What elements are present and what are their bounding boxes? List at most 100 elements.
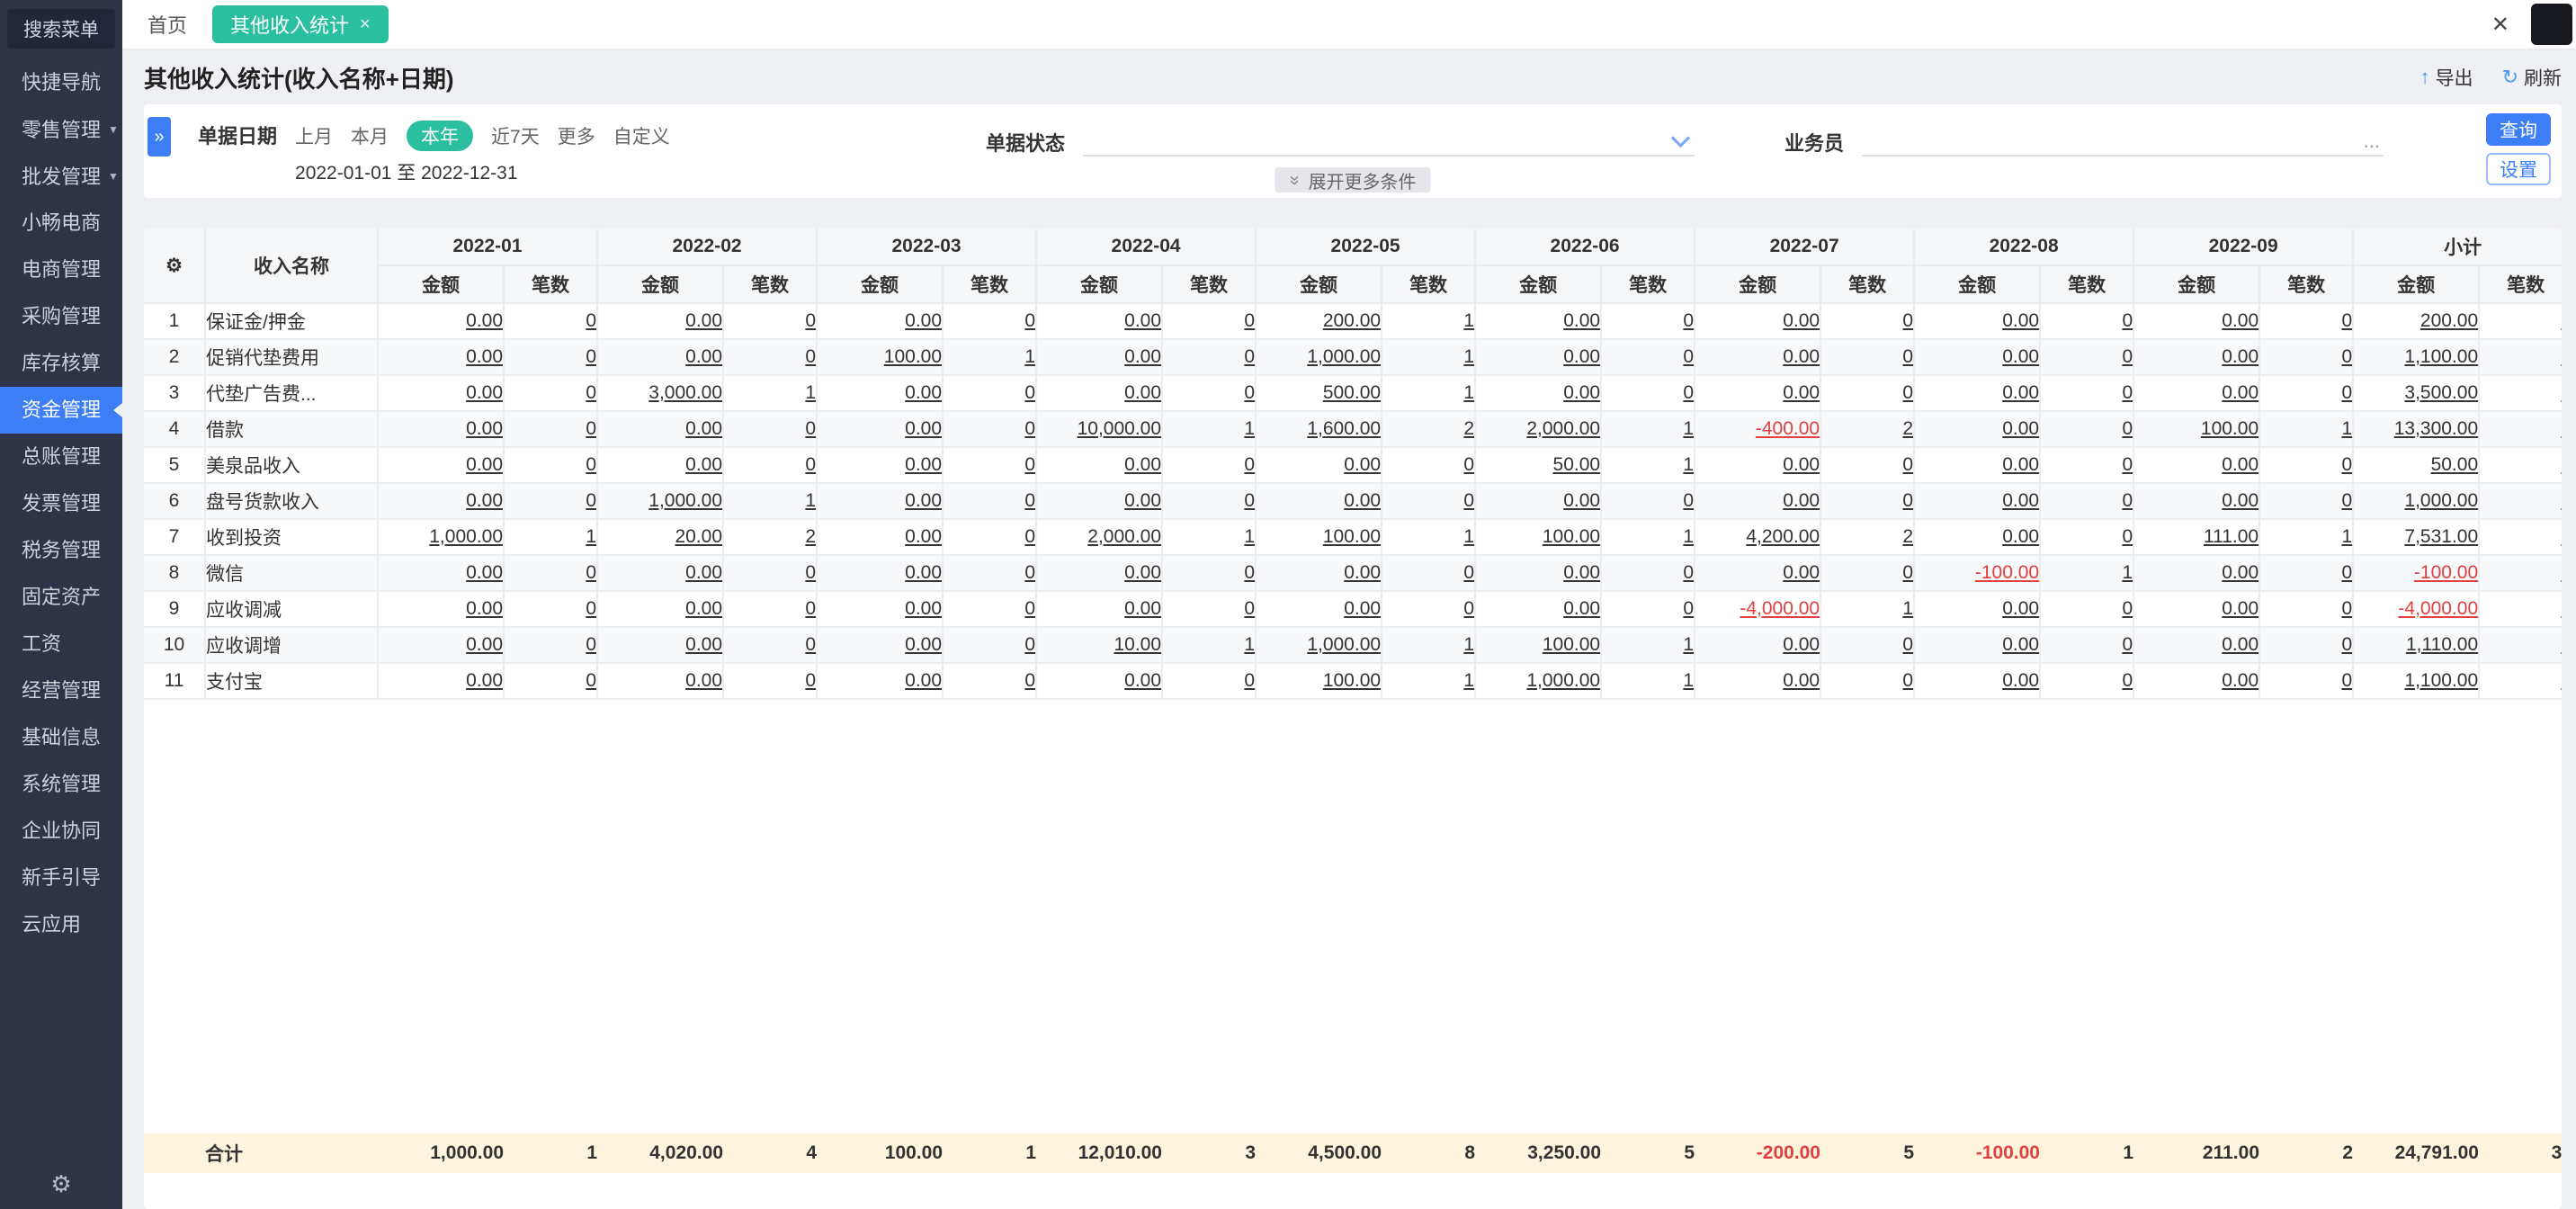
count-link[interactable]: 0 xyxy=(1244,310,1256,331)
amount-link[interactable]: 0.00 xyxy=(466,670,503,691)
amount-link[interactable]: 2,000.00 xyxy=(1526,418,1601,439)
count-link[interactable]: 0 xyxy=(2122,490,2133,511)
count-link[interactable]: 1 xyxy=(1463,634,1475,655)
count-link[interactable]: 0 xyxy=(586,346,597,367)
count-link[interactable]: 0 xyxy=(586,670,597,691)
count-link[interactable]: 0 xyxy=(1244,490,1256,511)
amount-link[interactable]: 0.00 xyxy=(2002,346,2040,367)
count-link[interactable]: 0 xyxy=(2341,562,2353,583)
amount-link[interactable]: 0.00 xyxy=(2222,310,2259,331)
count-link[interactable]: 0 xyxy=(2122,346,2133,367)
count-link[interactable]: 1 xyxy=(2341,418,2353,439)
amount-link[interactable]: 0.00 xyxy=(2222,346,2259,367)
amount-link[interactable]: 0.00 xyxy=(1783,562,1820,583)
sidebar-item[interactable]: 零售管理 ▼ xyxy=(22,119,119,141)
count-link[interactable]: 2 xyxy=(2561,346,2562,367)
count-link[interactable]: 0 xyxy=(1024,526,1036,547)
amount-link[interactable]: 0.00 xyxy=(685,598,723,619)
count-link[interactable]: 0 xyxy=(586,490,597,511)
expand-more-button[interactable]: « 展开更多条件 xyxy=(1275,167,1431,193)
sidebar-item[interactable]: 采购管理 xyxy=(22,305,102,327)
amount-link[interactable]: 100.00 xyxy=(883,346,943,367)
count-link[interactable]: 0 xyxy=(1683,598,1695,619)
count-link[interactable]: 1 xyxy=(1024,346,1036,367)
amount-link[interactable]: 0.00 xyxy=(1344,562,1382,583)
amount-link[interactable]: 0.00 xyxy=(2002,382,2040,403)
amount-link[interactable]: 0.00 xyxy=(2002,634,2040,655)
count-link[interactable]: 0 xyxy=(2341,670,2353,691)
amount-link[interactable]: 0.00 xyxy=(905,382,943,403)
count-link[interactable]: 1 xyxy=(1463,526,1475,547)
amount-link[interactable]: 100.00 xyxy=(1322,670,1382,691)
tab-home[interactable]: 首页 xyxy=(148,14,188,37)
count-link[interactable]: 0 xyxy=(1024,382,1036,403)
count-link[interactable]: 0 xyxy=(586,382,597,403)
amount-link[interactable]: 0.00 xyxy=(2002,598,2040,619)
count-link[interactable]: 0 xyxy=(2341,346,2353,367)
settings-gear-icon[interactable]: ⚙ xyxy=(50,1170,72,1197)
amount-link[interactable]: 0.00 xyxy=(1124,382,1162,403)
count-link[interactable]: 0 xyxy=(1024,454,1036,475)
sidebar-item[interactable]: 税务管理 xyxy=(22,539,102,561)
count-link[interactable]: 0 xyxy=(1683,346,1695,367)
amount-link[interactable]: 0.00 xyxy=(685,418,723,439)
count-link[interactable]: 1 xyxy=(2561,598,2562,619)
count-link[interactable]: 0 xyxy=(805,562,817,583)
amount-link[interactable]: 0.00 xyxy=(1563,382,1601,403)
date-range-value[interactable]: 2022-01-01 至 2022-12-31 xyxy=(295,163,518,184)
count-link[interactable]: 0 xyxy=(1024,670,1036,691)
amount-link[interactable]: 0.00 xyxy=(685,634,723,655)
sidebar-item[interactable]: 企业协同 xyxy=(22,819,102,842)
count-link[interactable]: 0 xyxy=(805,634,817,655)
count-link[interactable]: 1 xyxy=(2341,526,2353,547)
amount-link[interactable]: 0.00 xyxy=(2002,670,2040,691)
count-link[interactable]: 1 xyxy=(1244,526,1256,547)
count-link[interactable]: 0 xyxy=(805,670,817,691)
sidebar-item[interactable]: 经营管理 xyxy=(22,679,102,702)
count-link[interactable]: 0 xyxy=(2341,454,2353,475)
amount-link[interactable]: 1,000.00 xyxy=(648,490,723,511)
amount-link[interactable]: -4,000.00 xyxy=(1740,598,1820,619)
count-link[interactable]: 0 xyxy=(805,310,817,331)
date-option[interactable]: 本月 xyxy=(351,127,389,148)
count-link[interactable]: 1 xyxy=(1463,670,1475,691)
amount-link[interactable]: 0.00 xyxy=(2002,418,2040,439)
count-link[interactable]: 1 xyxy=(1902,598,1914,619)
count-link[interactable]: 0 xyxy=(1024,634,1036,655)
amount-link[interactable]: 0.00 xyxy=(1344,598,1382,619)
count-link[interactable]: 0 xyxy=(2122,418,2133,439)
count-link[interactable]: 1 xyxy=(1683,418,1695,439)
count-link[interactable]: 0 xyxy=(1024,598,1036,619)
amount-link[interactable]: 1,600.00 xyxy=(1307,418,1382,439)
count-link[interactable]: 0 xyxy=(1902,346,1914,367)
amount-link[interactable]: 1,000.00 xyxy=(429,526,503,547)
ellipsis-button[interactable]: ... xyxy=(2363,130,2381,152)
count-link[interactable]: 0 xyxy=(1683,562,1695,583)
amount-link[interactable]: 0.00 xyxy=(905,634,943,655)
amount-link[interactable]: 0.00 xyxy=(685,670,723,691)
amount-link[interactable]: 0.00 xyxy=(2002,526,2040,547)
amount-link[interactable]: 1,110.00 xyxy=(2405,634,2479,655)
count-link[interactable]: 0 xyxy=(2122,310,2133,331)
amount-link[interactable]: 1,000.00 xyxy=(1307,634,1382,655)
amount-link[interactable]: 1,100.00 xyxy=(2404,670,2479,691)
count-link[interactable]: 0 xyxy=(1902,562,1914,583)
count-link[interactable]: 1 xyxy=(805,382,817,403)
amount-link[interactable]: 0.00 xyxy=(1783,346,1820,367)
count-link[interactable]: 0 xyxy=(1463,490,1475,511)
sidebar-item[interactable]: 快捷导航 xyxy=(22,71,102,94)
amount-link[interactable]: 1,000.00 xyxy=(1526,670,1601,691)
sidebar-item[interactable]: 电商管理 xyxy=(22,258,102,281)
amount-link[interactable]: 0.00 xyxy=(685,454,723,475)
amount-link[interactable]: 0.00 xyxy=(1344,454,1382,475)
count-link[interactable]: 1 xyxy=(805,490,817,511)
count-link[interactable]: 0 xyxy=(1463,598,1475,619)
count-link[interactable]: 1 xyxy=(2122,562,2133,583)
amount-link[interactable]: 0.00 xyxy=(1124,454,1162,475)
amount-link[interactable]: 0.00 xyxy=(466,418,503,439)
amount-link[interactable]: 50.00 xyxy=(2430,454,2479,475)
table-settings-icon[interactable]: ⚙ xyxy=(144,228,206,304)
count-link[interactable]: 0 xyxy=(1902,634,1914,655)
amount-link[interactable]: 0.00 xyxy=(2002,490,2040,511)
count-link[interactable]: 0 xyxy=(1463,562,1475,583)
